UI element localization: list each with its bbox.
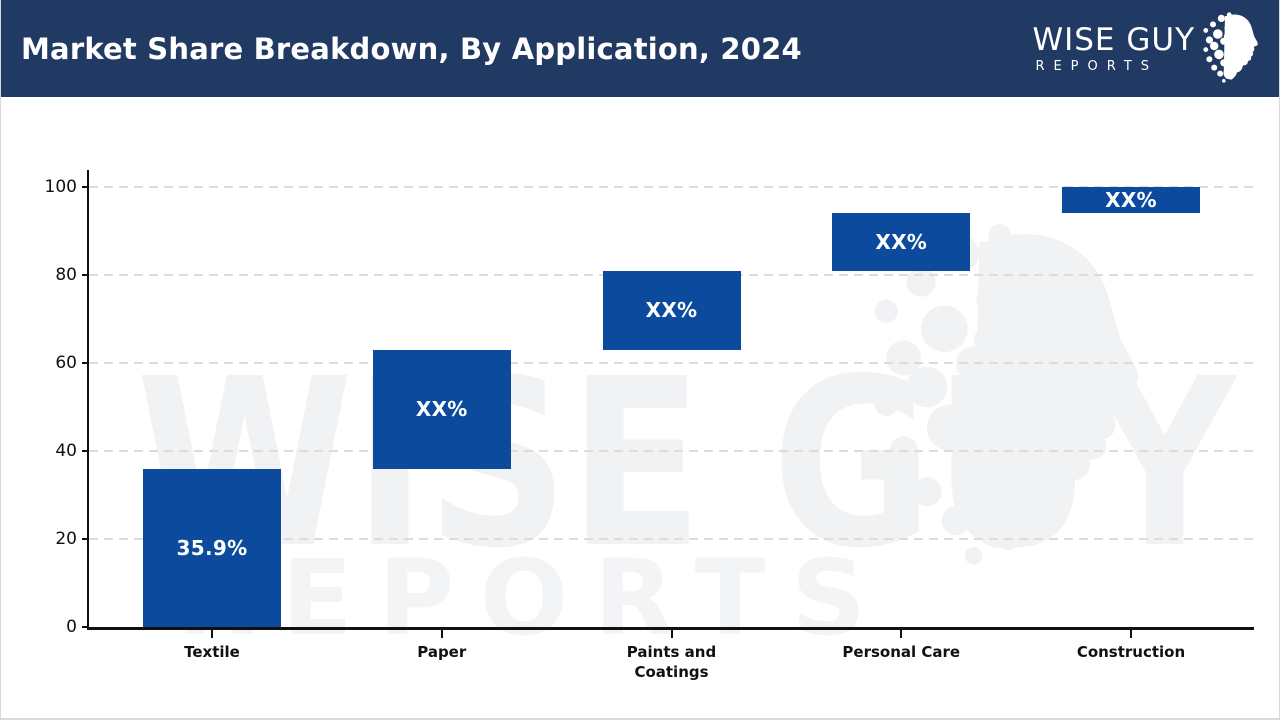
logo-brand-name: WISE GUY	[1032, 21, 1195, 58]
header-bar: Market Share Breakdown, By Application, …	[1, 0, 1279, 97]
bar-segment: 35.9%	[143, 469, 281, 627]
x-axis-tick-mark	[670, 630, 673, 638]
x-axis-category-label: Personal Care	[842, 643, 961, 661]
y-axis-tick-mark	[82, 274, 89, 276]
y-axis-tick-mark	[82, 626, 89, 628]
bar-value-label: 35.9%	[176, 536, 248, 560]
x-axis-category-label: Paper	[417, 643, 467, 661]
logo-brand-subtitle: REPORTS	[1035, 58, 1159, 74]
bar-value-label: XX%	[415, 397, 468, 422]
x-axis-tick-mark	[1130, 630, 1132, 638]
bar-segment: XX%	[832, 213, 971, 271]
bar-value-label: XX%	[1105, 188, 1157, 213]
y-axis-tick-mark	[82, 186, 89, 188]
y-axis-tick-mark	[82, 362, 89, 364]
y-axis-tick-mark	[82, 538, 89, 540]
watermark-line1: WISE GUY	[136, 329, 1239, 599]
page-title: Market Share Breakdown, By Application, …	[21, 31, 802, 66]
y-axis-line	[87, 170, 89, 627]
x-axis-tick-mark	[440, 630, 443, 638]
chart-area: WISE GUY REPORTS 02040608010035.9%Textil…	[1, 97, 1279, 718]
bar-value-label: XX%	[645, 298, 698, 323]
gridline	[89, 362, 1254, 364]
wiseguy-head-icon	[1201, 9, 1267, 89]
wiseguy-logo: WISE GUY REPORTS	[1032, 0, 1267, 97]
x-axis-line	[87, 627, 1254, 630]
y-axis-tick-label: 80	[55, 265, 77, 285]
y-axis-tick-label: 40	[55, 441, 77, 461]
x-axis-category-label: Textile	[184, 643, 240, 661]
y-axis-tick-label: 0	[66, 617, 77, 637]
gridline	[89, 186, 1254, 188]
x-axis-category-label: Paints and Coatings	[626, 643, 717, 682]
bar-segment: XX%	[372, 349, 511, 470]
bar-segment: XX%	[602, 270, 741, 350]
wiseguy-logo-text: WISE GUY REPORTS	[1032, 21, 1195, 74]
x-axis-category-label: Construction	[1076, 643, 1186, 661]
bar-value-label: XX%	[875, 229, 928, 254]
y-axis-tick-mark	[82, 450, 89, 452]
gridline	[89, 450, 1254, 452]
y-axis-tick-label: 100	[44, 177, 77, 197]
y-axis-tick-label: 20	[55, 529, 77, 549]
x-axis-tick-mark	[900, 630, 903, 638]
gridline	[89, 538, 1254, 540]
y-axis-tick-label: 60	[55, 353, 77, 373]
x-axis-tick-mark	[211, 630, 213, 638]
bar-segment: XX%	[1062, 187, 1200, 214]
